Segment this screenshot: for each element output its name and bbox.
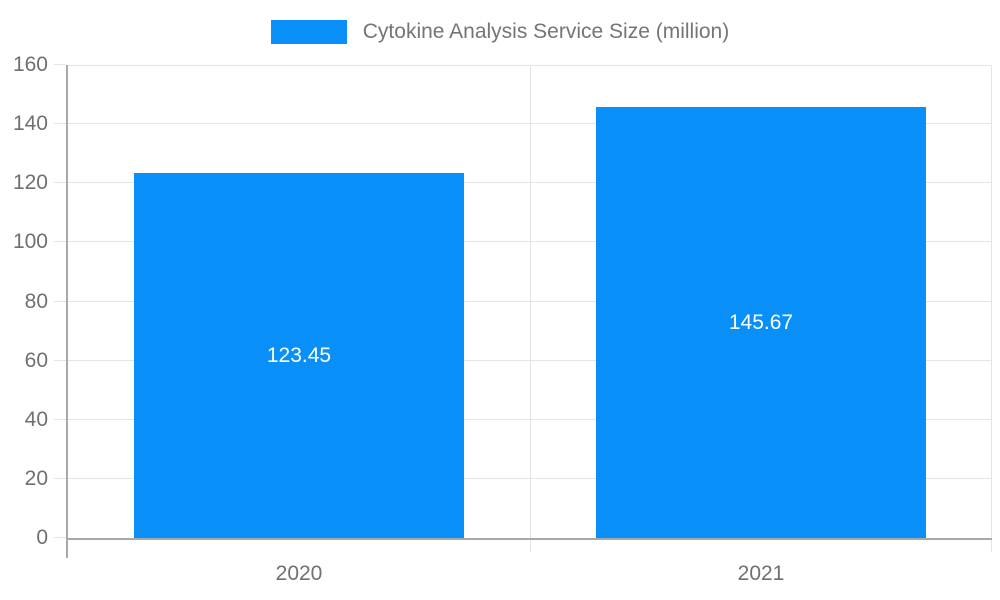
y-tick-label-140: 140 [12, 112, 48, 136]
category-divider [529, 65, 531, 552]
y-tick-mark-100 [54, 241, 66, 243]
y-tick-label-40: 40 [24, 407, 48, 431]
plot-area: 123.45 145.67 [68, 65, 992, 552]
y-tick-label-80: 80 [24, 289, 48, 313]
bar-2020[interactable]: 123.45 [134, 173, 464, 538]
legend-series-label: Cytokine Analysis Service Size (million) [362, 20, 730, 43]
y-tick-mark-80 [54, 300, 66, 302]
y-tick-label-120: 120 [12, 171, 48, 195]
y-tick-mark-60 [54, 359, 66, 361]
y-axis-line [66, 65, 68, 558]
y-tick-label-60: 60 [24, 348, 48, 372]
y-tick-mark-0 [54, 537, 66, 538]
legend-swatch-icon [270, 20, 347, 44]
y-tick-mark-120 [54, 182, 66, 184]
bar-value-label-2020: 123.45 [266, 343, 332, 367]
x-tick-label-2021: 2021 [737, 562, 785, 585]
x-axis-line [66, 538, 992, 540]
y-tick-label-20: 20 [24, 466, 48, 490]
y-tick-label-100: 100 [12, 230, 48, 254]
bar-value-label-2021: 145.67 [728, 310, 794, 334]
legend[interactable]: Cytokine Analysis Service Size (million) [0, 20, 1000, 44]
y-tick-mark-40 [54, 418, 66, 420]
y-tick-mark-20 [54, 477, 66, 479]
plot-right-border [991, 65, 992, 552]
x-tick-label-2020: 2020 [275, 562, 323, 585]
bar-2021[interactable]: 145.67 [596, 107, 926, 538]
y-tick-mark-160 [54, 64, 66, 65]
y-tick-mark-140 [54, 123, 66, 125]
y-tick-label-0: 0 [36, 526, 48, 549]
y-tick-label-160: 160 [12, 53, 48, 76]
